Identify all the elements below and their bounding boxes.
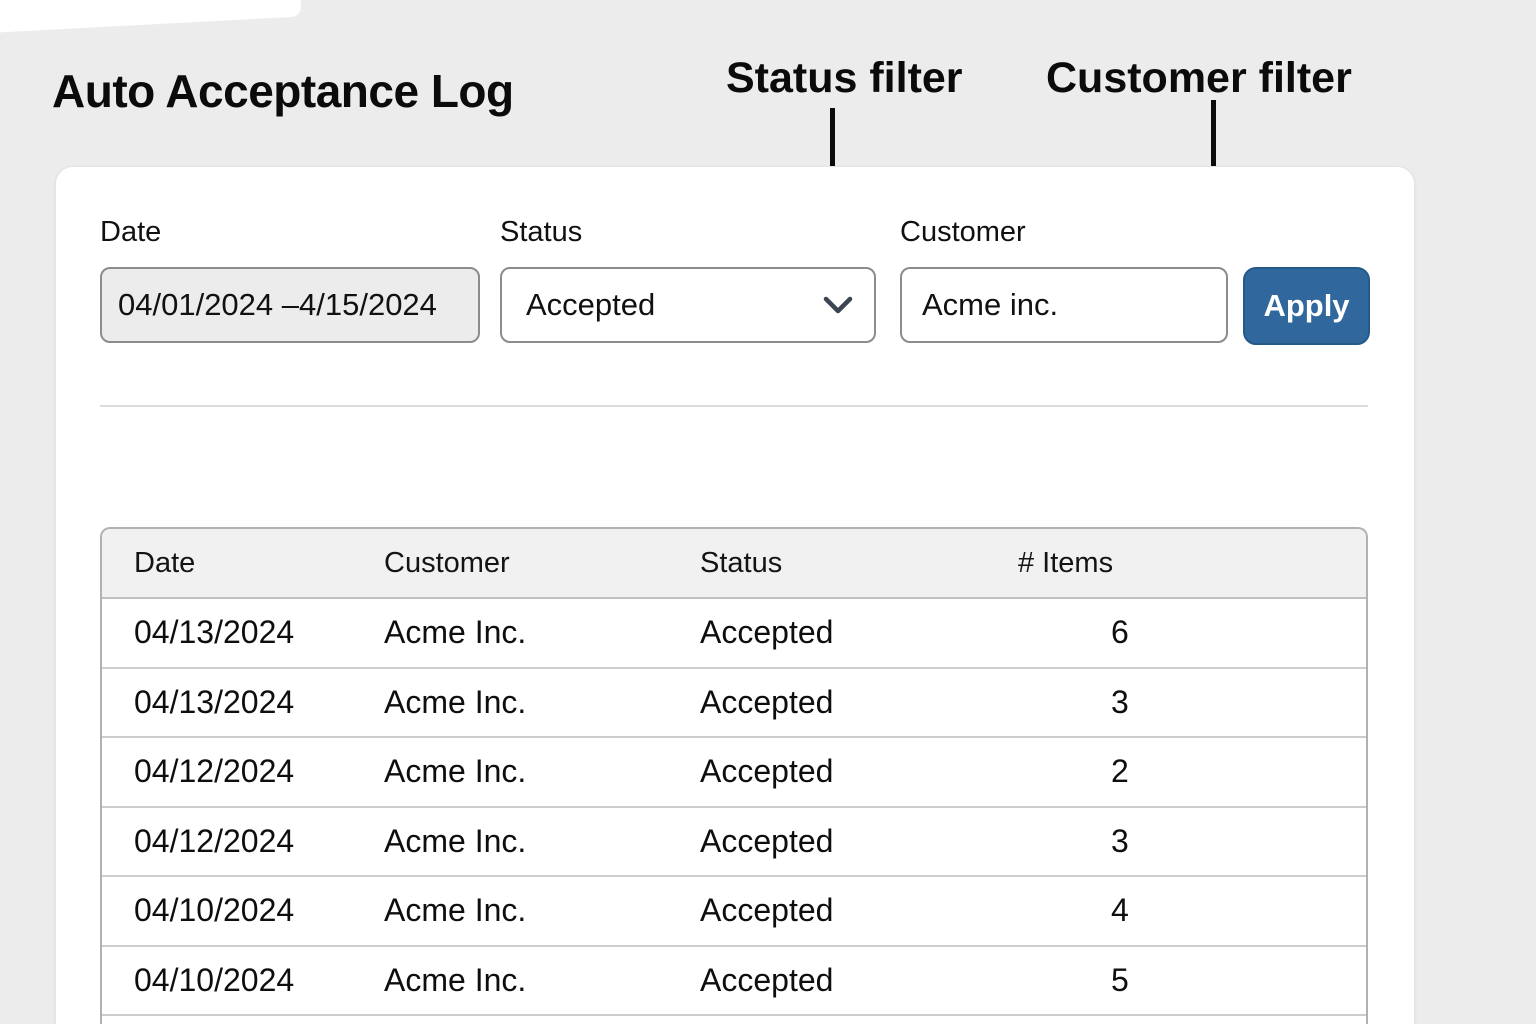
table-row[interactable]: 04/13/2024 Acme Inc. Accepted 3 [102,668,1366,738]
status-filter-arrow [830,108,835,220]
customer-filter-arrow [1211,100,1216,220]
table-cell-status: Accepted [700,961,834,998]
column-header-status: Status [700,546,783,579]
annotation-status-filter: Status filter [726,54,963,102]
table-row[interactable]: 04/12/2024 Acme Inc. Accepted 2 [102,738,1366,808]
page-title: Auto Acceptance Log [52,65,514,117]
table-body: 04/13/2024 Acme Inc. Accepted 6 04/13/2024 Ac… [102,599,1366,1024]
table-row[interactable]: 04/10/2024 Acme Inc. Accepted 4 [102,877,1366,947]
table-row[interactable]: 04/12/2024 Acme Inc. Accepted 3 [102,807,1366,877]
column-header-items: # Items [1018,546,1114,579]
table-cell-customer: Acme Inc. [384,892,527,929]
table-cell-date: 04/13/2024 [134,683,295,720]
status-select-value: Accepted [526,287,656,322]
table-cell-customer: Acme Inc. [384,753,527,790]
column-header-date: Date [134,546,196,579]
status-select[interactable]: Accepted [500,267,876,343]
table-row[interactable]: 04/10/2024 Acme Inc. Accepted 5 [102,946,1366,1016]
table-cell-status: Accepted [700,753,834,790]
customer-field-label: Customer [900,216,1026,248]
table-cell-items: 4 [1111,892,1129,929]
table-cell-status: Accepted [700,683,834,720]
column-header-customer: Customer [384,546,510,579]
table-cell-items: 3 [1111,683,1129,720]
table-cell-date: 04/10/2024 [134,892,295,929]
table-cell-date: 04/10/2024 [134,961,295,998]
table-cell-customer: Acme Inc. [384,822,527,859]
table-cell-items: 3 [1111,822,1129,859]
background-glare [0,0,302,36]
apply-button[interactable]: Apply [1243,267,1370,345]
table-cell-customer: Acme Inc. [384,683,527,720]
filters-divider [100,405,1368,407]
date-field-label: Date [100,216,162,248]
table-cell-items: 6 [1111,614,1129,651]
chevron-down-icon [822,295,854,322]
results-grid: Date Customer Status # Items 04/13/2024 A… [100,527,1368,1024]
table-cell-date: 04/12/2024 [134,753,295,790]
table-cell-items: 2 [1111,753,1129,790]
table-row[interactable] [102,1016,1366,1024]
annotation-customer-filter: Customer filter [1046,54,1352,102]
table-cell-status: Accepted [700,614,834,651]
table-cell-status: Accepted [700,822,834,859]
customer-input[interactable] [900,267,1228,343]
table-row[interactable]: 04/13/2024 Acme Inc. Accepted 6 [102,599,1366,669]
table-cell-date: 04/13/2024 [134,614,295,651]
date-range-input[interactable] [100,267,480,343]
table-cell-date: 04/12/2024 [134,822,295,859]
table-cell-items: 5 [1111,961,1129,998]
table-cell-customer: Acme Inc. [384,961,527,998]
status-field-label: Status [500,216,583,248]
table-cell-status: Accepted [700,892,834,929]
table-cell-customer: Acme Inc. [384,614,527,651]
table-header-row: Date Customer Status # Items [102,529,1366,599]
